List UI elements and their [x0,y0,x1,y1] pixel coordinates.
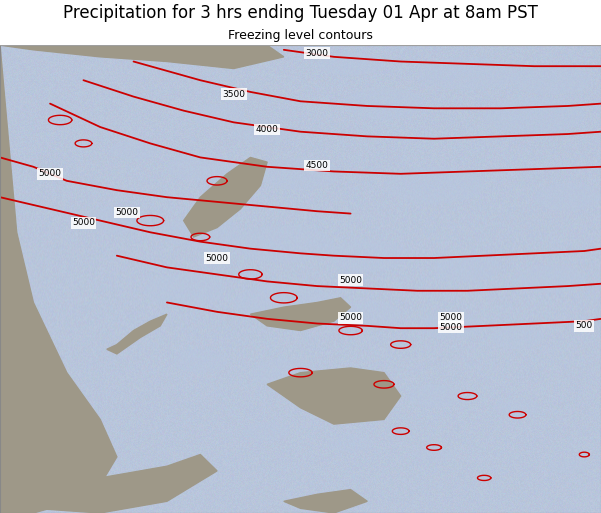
Ellipse shape [511,66,591,94]
Ellipse shape [234,284,334,321]
Ellipse shape [494,399,541,417]
Polygon shape [207,0,254,64]
Ellipse shape [110,141,157,160]
Ellipse shape [417,312,484,340]
Ellipse shape [251,359,317,387]
Ellipse shape [167,153,234,181]
Text: 3500: 3500 [222,90,245,99]
Text: 5000: 5000 [206,253,228,263]
Ellipse shape [344,87,424,120]
Text: 4000: 4000 [255,125,278,134]
Polygon shape [107,314,167,354]
Ellipse shape [317,52,384,75]
Text: 500: 500 [576,321,593,330]
Ellipse shape [417,57,517,90]
Polygon shape [267,368,401,424]
Polygon shape [0,45,284,69]
Polygon shape [284,489,367,513]
Text: 5000: 5000 [439,323,462,331]
Ellipse shape [234,225,334,263]
Text: 5000: 5000 [38,169,61,179]
Ellipse shape [414,447,454,462]
Text: Precipitation for 3 hrs ending Tuesday 01 Apr at 8am PST: Precipitation for 3 hrs ending Tuesday 0… [63,4,538,22]
Text: Freezing level contours: Freezing level contours [228,29,373,42]
Ellipse shape [144,274,224,307]
Text: 5000: 5000 [439,313,462,322]
Ellipse shape [324,372,377,396]
Text: 5000: 5000 [339,313,362,322]
Text: 4500: 4500 [306,161,329,170]
Ellipse shape [491,326,545,349]
Text: 5000: 5000 [339,276,362,285]
Ellipse shape [517,265,584,293]
Ellipse shape [384,167,484,204]
Ellipse shape [160,216,240,249]
Polygon shape [0,455,217,513]
Text: 5000: 5000 [72,219,95,227]
Ellipse shape [484,96,584,134]
Ellipse shape [260,157,341,190]
Text: 5000: 5000 [115,208,138,217]
Text: 3000: 3000 [306,49,329,58]
Polygon shape [0,45,117,513]
Ellipse shape [327,239,407,272]
Polygon shape [184,157,267,237]
Polygon shape [251,298,350,330]
Ellipse shape [174,349,227,372]
Ellipse shape [434,253,501,282]
Ellipse shape [327,433,374,452]
Ellipse shape [191,104,244,127]
Ellipse shape [84,207,150,234]
Ellipse shape [334,300,401,328]
Ellipse shape [244,422,290,441]
Ellipse shape [407,384,461,408]
Ellipse shape [534,183,601,211]
Ellipse shape [230,120,290,144]
Ellipse shape [548,459,588,473]
